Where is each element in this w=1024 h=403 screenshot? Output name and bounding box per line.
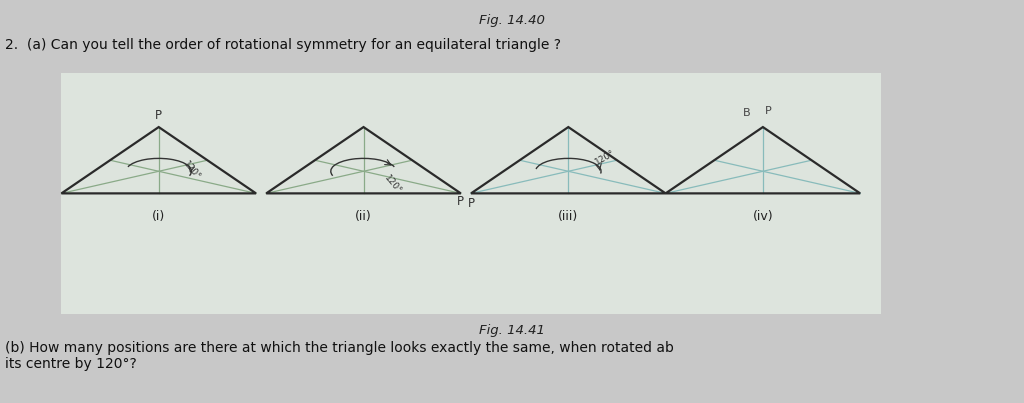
Text: 120°: 120° (382, 174, 402, 196)
Text: 120°: 120° (594, 148, 617, 166)
Text: (b) How many positions are there at which the triangle looks exactly the same, w: (b) How many positions are there at whic… (5, 341, 674, 371)
Text: 2.  (a) Can you tell the order of rotational symmetry for an equilateral triangl: 2. (a) Can you tell the order of rotatio… (5, 38, 561, 52)
Text: (ii): (ii) (355, 210, 372, 223)
Text: Fig. 14.41: Fig. 14.41 (479, 324, 545, 337)
FancyBboxPatch shape (61, 73, 881, 314)
Text: P: P (457, 195, 464, 208)
Text: (i): (i) (153, 210, 165, 223)
Text: 120°: 120° (181, 159, 202, 182)
Text: P: P (156, 109, 162, 122)
Text: (iii): (iii) (558, 210, 579, 223)
Text: P: P (468, 197, 475, 210)
Text: P: P (765, 106, 771, 116)
Text: Fig. 14.40: Fig. 14.40 (479, 14, 545, 27)
Text: B: B (742, 108, 751, 118)
Text: (iv): (iv) (753, 210, 773, 223)
